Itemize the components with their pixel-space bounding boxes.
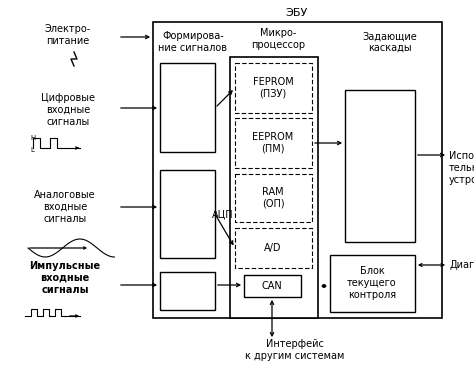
- Text: EEPROM
(ПМ): EEPROM (ПМ): [252, 132, 293, 154]
- Text: Интерфейс
к другим системам: Интерфейс к другим системам: [246, 339, 345, 361]
- Text: Импульсные
входные
сигналы: Импульсные входные сигналы: [29, 262, 100, 295]
- Bar: [230, 57, 318, 318]
- Text: Блок
текущего
контроля: Блок текущего контроля: [347, 266, 397, 300]
- Bar: [160, 170, 215, 258]
- Text: АЦП: АЦП: [212, 209, 234, 219]
- Text: ЭБУ: ЭБУ: [286, 8, 308, 18]
- Bar: [235, 228, 312, 268]
- Text: Диагностика: Диагностика: [450, 260, 474, 270]
- Bar: [235, 118, 312, 168]
- Bar: [345, 90, 415, 242]
- Text: Формирова-
ние сигналов: Формирова- ние сигналов: [158, 31, 228, 53]
- Text: Микро-
процессор: Микро- процессор: [251, 28, 305, 50]
- Text: FEPROM
(ПЗУ): FEPROM (ПЗУ): [253, 77, 293, 99]
- Text: Цифровые
входные
сигналы: Цифровые входные сигналы: [41, 93, 95, 127]
- Text: L: L: [30, 147, 34, 153]
- Text: Электро-
питание: Электро- питание: [45, 24, 91, 46]
- Bar: [330, 255, 415, 312]
- Bar: [235, 63, 312, 113]
- Text: RAM
(ОП): RAM (ОП): [262, 187, 284, 209]
- Text: CAN: CAN: [262, 281, 283, 291]
- Bar: [160, 272, 215, 310]
- Bar: [244, 275, 301, 297]
- Text: Аналоговые
входные
сигналы: Аналоговые входные сигналы: [34, 190, 96, 224]
- Text: Задающие
каскады: Задающие каскады: [363, 31, 418, 53]
- Text: A/D: A/D: [264, 243, 282, 253]
- Text: H: H: [30, 135, 35, 141]
- Bar: [153, 22, 442, 318]
- Bar: [235, 174, 312, 222]
- Bar: [160, 63, 215, 152]
- Text: Исполни-
тельные
устройства: Исполни- тельные устройства: [449, 151, 474, 185]
